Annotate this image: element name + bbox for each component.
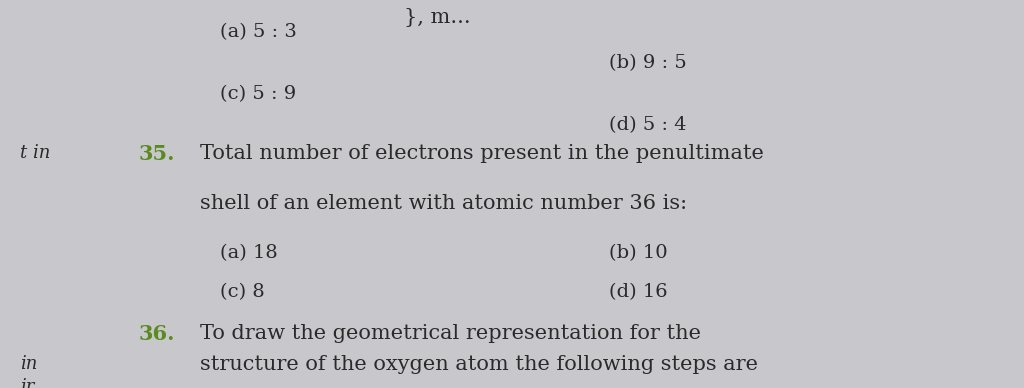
Text: (b) 9 : 5: (b) 9 : 5: [609, 54, 687, 72]
Text: structure of the oxygen atom the following steps are: structure of the oxygen atom the followi…: [200, 355, 758, 374]
Text: Total number of electrons present in the penultimate: Total number of electrons present in the…: [200, 144, 764, 163]
Text: To draw the geometrical representation for the: To draw the geometrical representation f…: [200, 324, 700, 343]
Text: (a) 18: (a) 18: [220, 244, 278, 262]
Text: shell of an element with atomic number 36 is:: shell of an element with atomic number 3…: [200, 194, 687, 213]
Text: (c) 5 : 9: (c) 5 : 9: [220, 85, 296, 103]
Text: 36.: 36.: [138, 324, 175, 344]
Text: (a) 5 : 3: (a) 5 : 3: [220, 23, 297, 41]
Text: t in: t in: [20, 144, 51, 161]
Text: 35.: 35.: [138, 144, 175, 164]
Text: (c) 8: (c) 8: [220, 283, 265, 301]
Text: ir: ir: [20, 378, 35, 388]
Text: (b) 10: (b) 10: [609, 244, 668, 262]
Text: }, m...: }, m...: [404, 8, 471, 27]
Text: (d) 16: (d) 16: [609, 283, 668, 301]
Text: (d) 5 : 4: (d) 5 : 4: [609, 116, 687, 134]
Text: in: in: [20, 355, 38, 373]
